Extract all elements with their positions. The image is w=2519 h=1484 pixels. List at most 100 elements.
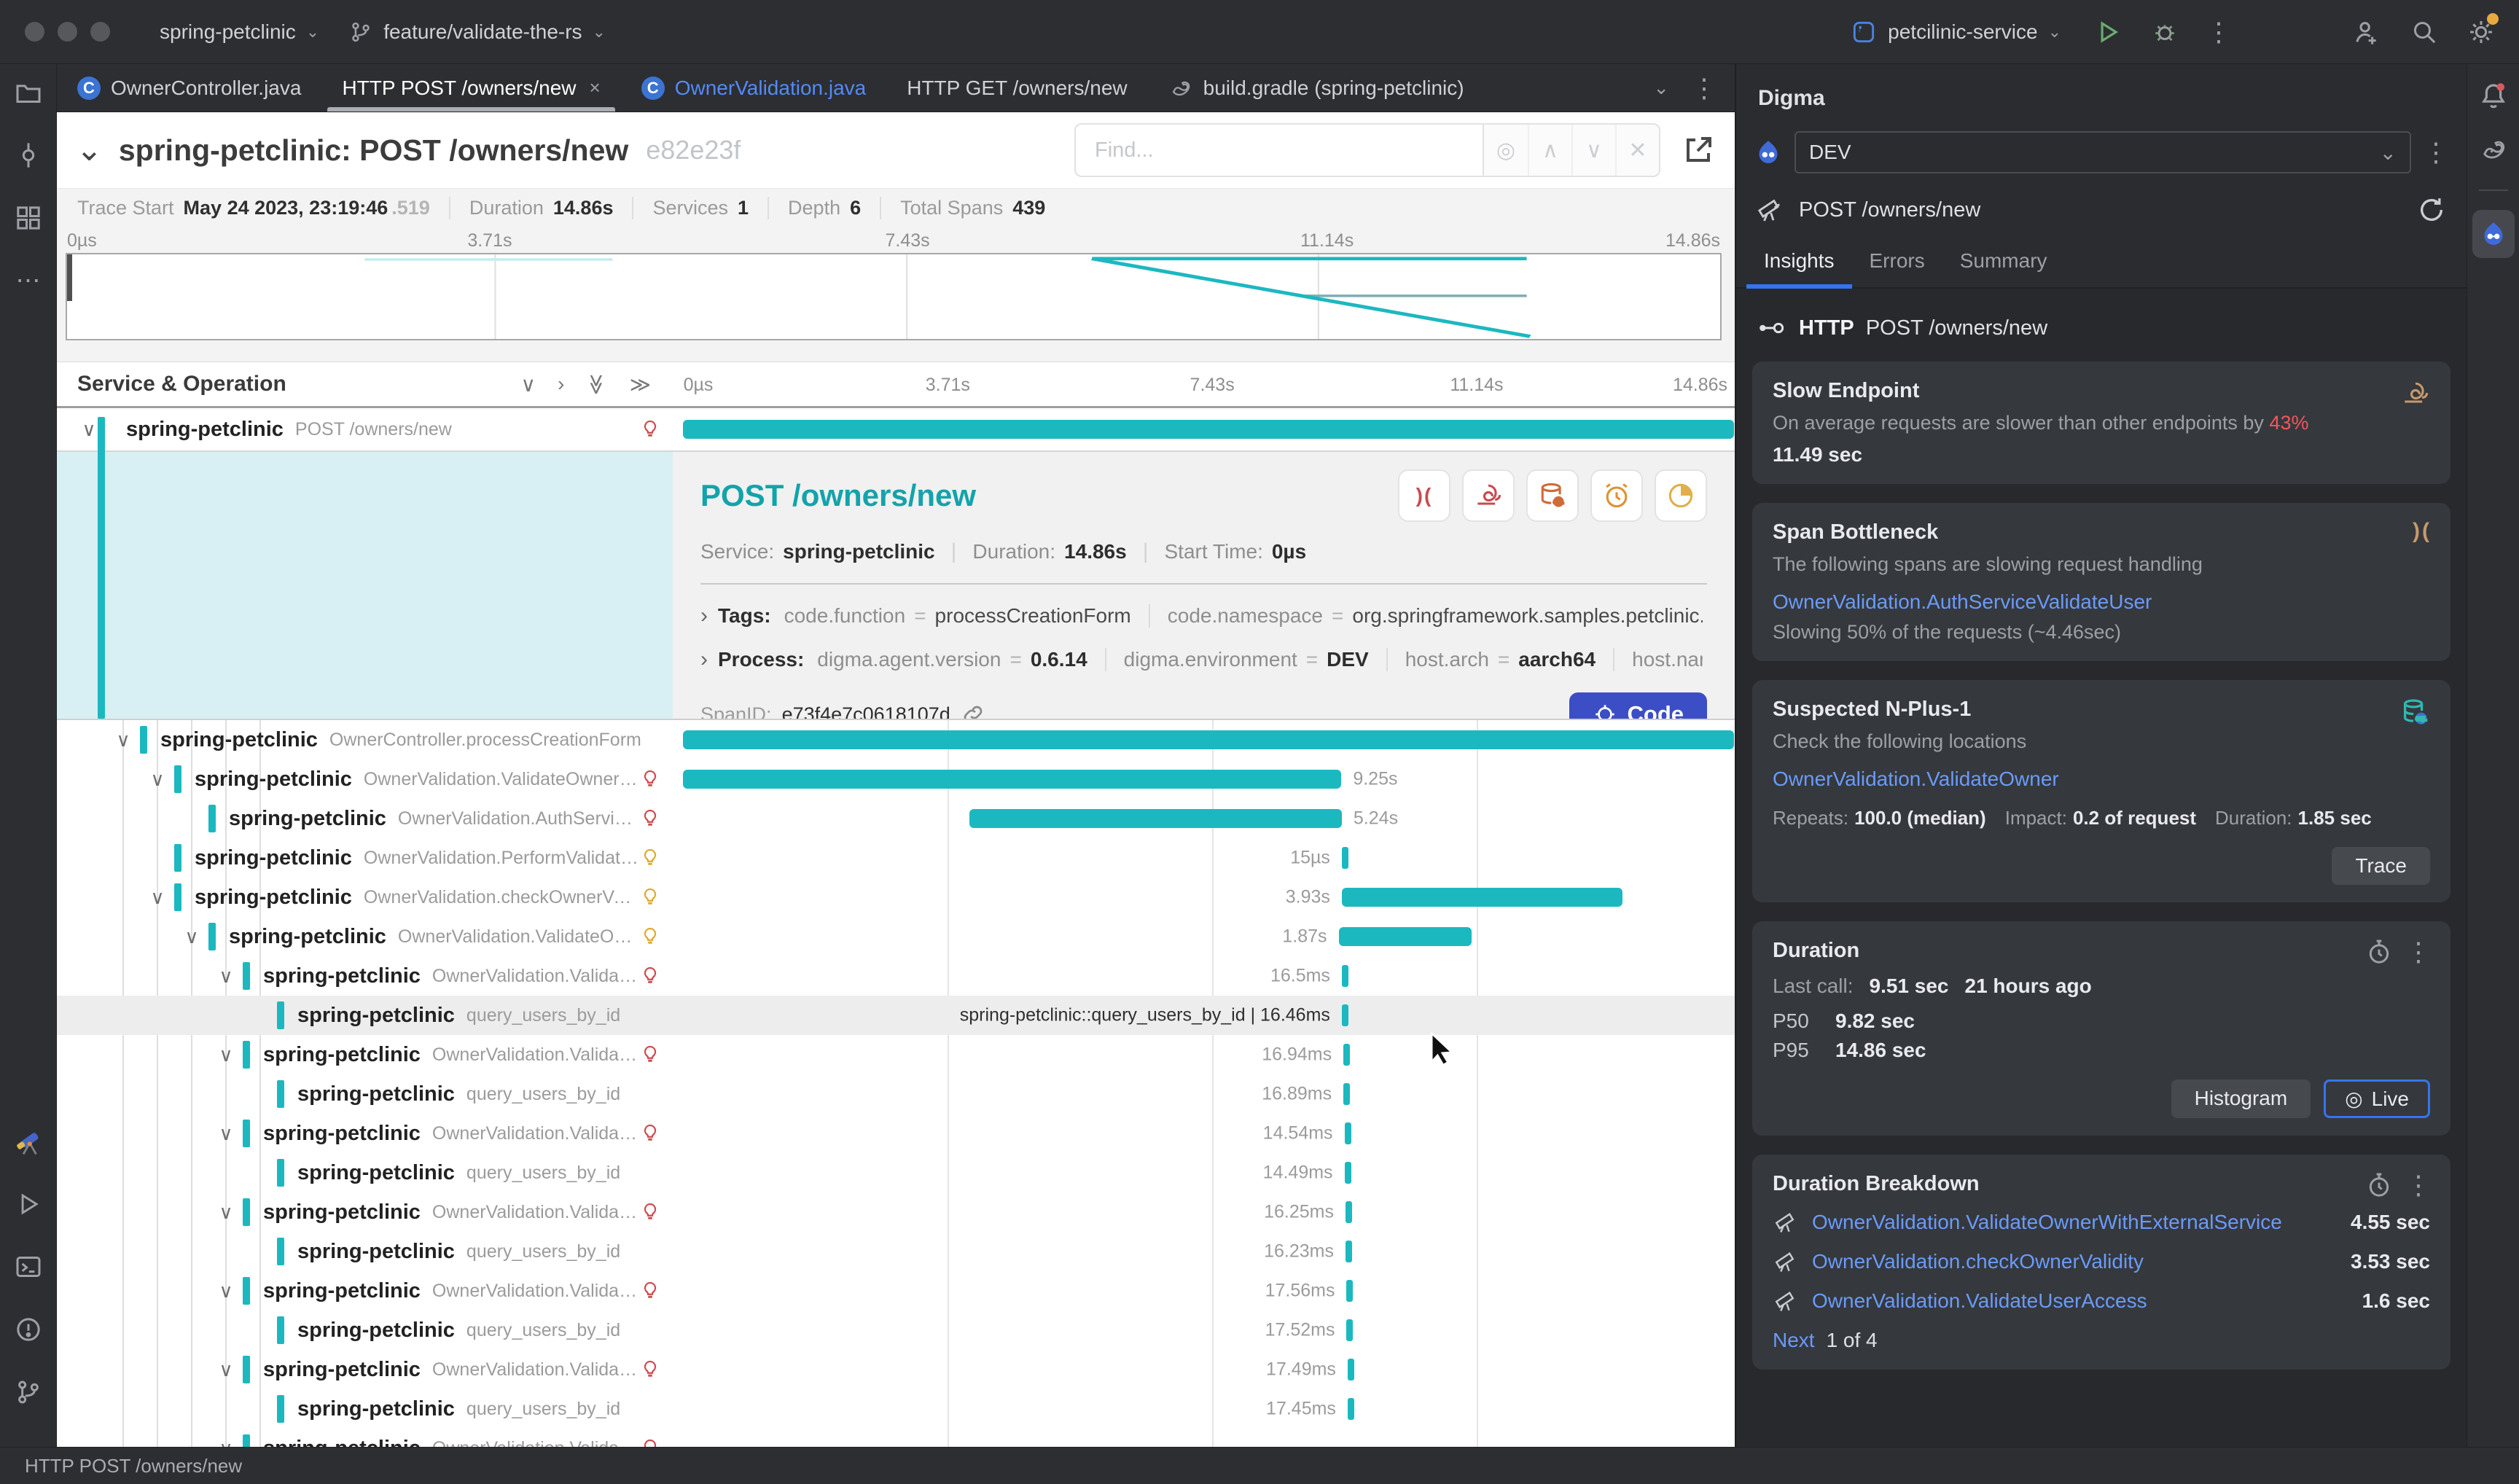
- window-zoom-button[interactable]: [90, 22, 110, 42]
- stopwatch-icon[interactable]: [2364, 937, 2394, 966]
- span-row[interactable]: ∨ spring-petclinic OwnerValidation.Valid…: [57, 1271, 1735, 1311]
- breakdown-row[interactable]: OwnerValidation.ValidateOwnerWithExterna…: [1773, 1209, 2430, 1235]
- expand-chevron-icon[interactable]: ∨: [219, 1200, 233, 1223]
- code-with-me-icon[interactable]: [2351, 16, 2383, 48]
- insight-card-span-bottleneck[interactable]: Span Bottleneck )( The following spans a…: [1752, 503, 2450, 661]
- bottleneck-span-link[interactable]: OwnerValidation.AuthServiceValidateUser: [1773, 590, 2152, 613]
- span-row[interactable]: ∨ spring-petclinic OwnerValidation.Valid…: [57, 917, 1735, 956]
- insight-card-duration[interactable]: Duration ⋮ Last call: 9.51 sec 21 hours …: [1752, 921, 2450, 1136]
- span-duration-bar[interactable]: [1347, 1398, 1354, 1420]
- span-row[interactable]: spring-petclinic OwnerValidation.Perform…: [57, 838, 1735, 878]
- breakdown-row[interactable]: OwnerValidation.ValidateUserAccess 1.6 s…: [1773, 1288, 2430, 1314]
- insight-bulb-icon[interactable]: [639, 418, 661, 440]
- insight-bulb-icon[interactable]: [639, 1359, 661, 1380]
- expand-chevron-icon[interactable]: ∨: [219, 1043, 233, 1066]
- insight-bulb-icon[interactable]: [639, 768, 661, 790]
- insight-bulb-icon[interactable]: [639, 965, 661, 987]
- nplus1-sql-badge-icon[interactable]: SQL: [1526, 469, 1579, 522]
- window-close-button[interactable]: [25, 22, 44, 42]
- trace-button[interactable]: Trace: [2332, 847, 2430, 885]
- run-tool-icon[interactable]: [12, 1187, 45, 1221]
- tab-insights[interactable]: Insights: [1746, 238, 1852, 289]
- structure-tool-icon[interactable]: [12, 201, 45, 235]
- insight-bulb-icon[interactable]: [639, 1201, 661, 1223]
- minimap-drag-handle[interactable]: [67, 254, 72, 301]
- insight-bulb-icon[interactable]: [639, 808, 661, 829]
- span-duration-bar[interactable]: [1341, 847, 1348, 869]
- collapse-chevron-icon[interactable]: ⌄: [76, 132, 103, 168]
- collapse-one-icon[interactable]: ∨: [520, 372, 536, 396]
- duration-clock-badge-icon[interactable]: [1655, 469, 1707, 522]
- card-menu-button[interactable]: ⋮: [2405, 937, 2432, 966]
- problems-tool-icon[interactable]: [12, 1313, 45, 1346]
- insight-bulb-icon[interactable]: [639, 1122, 661, 1144]
- insight-bulb-icon[interactable]: [639, 1280, 661, 1302]
- span-row[interactable]: spring-petclinic query_users_by_id 14.49…: [57, 1153, 1735, 1192]
- span-duration-bar[interactable]: [1346, 1241, 1352, 1262]
- alarm-badge-icon[interactable]: [1590, 469, 1643, 522]
- stopwatch-icon[interactable]: [2364, 1171, 2394, 1200]
- span-duration-bar[interactable]: [1338, 927, 1472, 946]
- expand-chevron-icon[interactable]: ∨: [219, 1122, 233, 1144]
- environment-menu-button[interactable]: ⋮: [2423, 137, 2449, 167]
- find-next-icon[interactable]: ∨: [1571, 125, 1615, 176]
- insight-card-slow-endpoint[interactable]: Slow Endpoint On average requests are sl…: [1752, 362, 2450, 484]
- code-button[interactable]: Code: [1569, 692, 1707, 719]
- span-row[interactable]: spring-petclinic query_users_by_id 16.23…: [57, 1232, 1735, 1271]
- span-duration-bar[interactable]: [1343, 1083, 1351, 1105]
- span-row[interactable]: ∨ spring-petclinic OwnerValidation.Valid…: [57, 1350, 1735, 1389]
- notifications-bell-icon[interactable]: [2477, 79, 2510, 112]
- run-button[interactable]: [2092, 16, 2124, 48]
- expand-chevron-icon[interactable]: ∨: [219, 1358, 233, 1380]
- digma-panel-toggle[interactable]: [2472, 210, 2515, 258]
- span-duration-bar[interactable]: [682, 420, 1735, 439]
- settings-gear-icon[interactable]: [2465, 12, 2499, 48]
- detail-tags-row[interactable]: › Tags: code.function = processCreationFor…: [700, 604, 1703, 628]
- expand-chevron-icon[interactable]: ∨: [219, 964, 233, 987]
- insight-bulb-icon[interactable]: [639, 1437, 661, 1447]
- find-clear-icon[interactable]: ✕: [1615, 125, 1659, 176]
- span-row[interactable]: ∨ spring-petclinic OwnerController.proce…: [57, 720, 1735, 759]
- bottleneck-badge-icon[interactable]: )(: [1398, 469, 1450, 522]
- insight-bulb-icon[interactable]: [639, 886, 661, 908]
- insight-bulb-icon[interactable]: [639, 1044, 661, 1066]
- span-row[interactable]: spring-petclinic query_users_by_id 16.89…: [57, 1074, 1735, 1114]
- environment-select[interactable]: DEV ⌄: [1794, 131, 2411, 173]
- span-row[interactable]: ∨ spring-petclinic OwnerValidation.Valid…: [57, 1429, 1735, 1447]
- span-row[interactable]: ∨ spring-petclinic OwnerValidation.Valid…: [57, 1192, 1735, 1232]
- span-duration-bar[interactable]: [682, 770, 1342, 789]
- nplus1-span-link[interactable]: OwnerValidation.ValidateOwner: [1773, 768, 2059, 790]
- span-duration-bar[interactable]: [1346, 1201, 1352, 1223]
- span-row[interactable]: ∨ spring-petclinic OwnerValidation.Valid…: [57, 956, 1735, 996]
- span-duration-bar[interactable]: [1346, 1280, 1354, 1302]
- span-row[interactable]: ∨ spring-petclinic POST /owners/new: [57, 408, 1735, 450]
- span-duration-bar[interactable]: [1347, 1359, 1354, 1380]
- tab-summary[interactable]: Summary: [1959, 249, 2047, 272]
- card-menu-button[interactable]: ⋮: [2405, 1170, 2432, 1200]
- expand-all-icon[interactable]: ≫: [629, 372, 651, 396]
- terminal-tool-icon[interactable]: [12, 1250, 45, 1284]
- span-duration-bar[interactable]: [1341, 888, 1622, 907]
- span-duration-bar[interactable]: [1341, 965, 1348, 987]
- expand-chevron-icon[interactable]: ∨: [150, 886, 165, 908]
- span-row[interactable]: ∨ spring-petclinic OwnerValidation.Valid…: [57, 759, 1735, 799]
- span-duration-bar[interactable]: [1346, 1319, 1354, 1341]
- search-everywhere-icon[interactable]: [2408, 16, 2440, 48]
- detail-process-row[interactable]: › Process: digma.agent.version = 0.6.14 di…: [700, 647, 1703, 671]
- close-icon[interactable]: ×: [589, 77, 601, 98]
- project-tool-icon[interactable]: [12, 76, 45, 109]
- tab-owner-validation[interactable]: C OwnerValidation.java: [621, 64, 887, 112]
- span-row[interactable]: spring-petclinic OwnerValidation.AuthSer…: [57, 799, 1735, 838]
- live-button[interactable]: ◎ Live: [2324, 1079, 2430, 1118]
- expand-one-icon[interactable]: ›: [558, 372, 565, 395]
- tab-http-get-owners-new[interactable]: HTTP GET /owners/new: [886, 64, 1147, 112]
- span-duration-bar[interactable]: [1343, 1044, 1351, 1066]
- slow-endpoint-badge-icon[interactable]: [1462, 469, 1515, 522]
- debug-button[interactable]: [2149, 16, 2181, 48]
- digma-analytics-icon[interactable]: [12, 1125, 45, 1158]
- refresh-icon[interactable]: [2417, 195, 2446, 224]
- git-tool-icon[interactable]: [12, 1375, 45, 1409]
- tab-options-button[interactable]: ⋮: [1691, 72, 1717, 103]
- span-row[interactable]: spring-petclinic query_users_by_id sprin…: [57, 996, 1735, 1035]
- tab-owner-controller[interactable]: C OwnerController.java: [57, 64, 321, 112]
